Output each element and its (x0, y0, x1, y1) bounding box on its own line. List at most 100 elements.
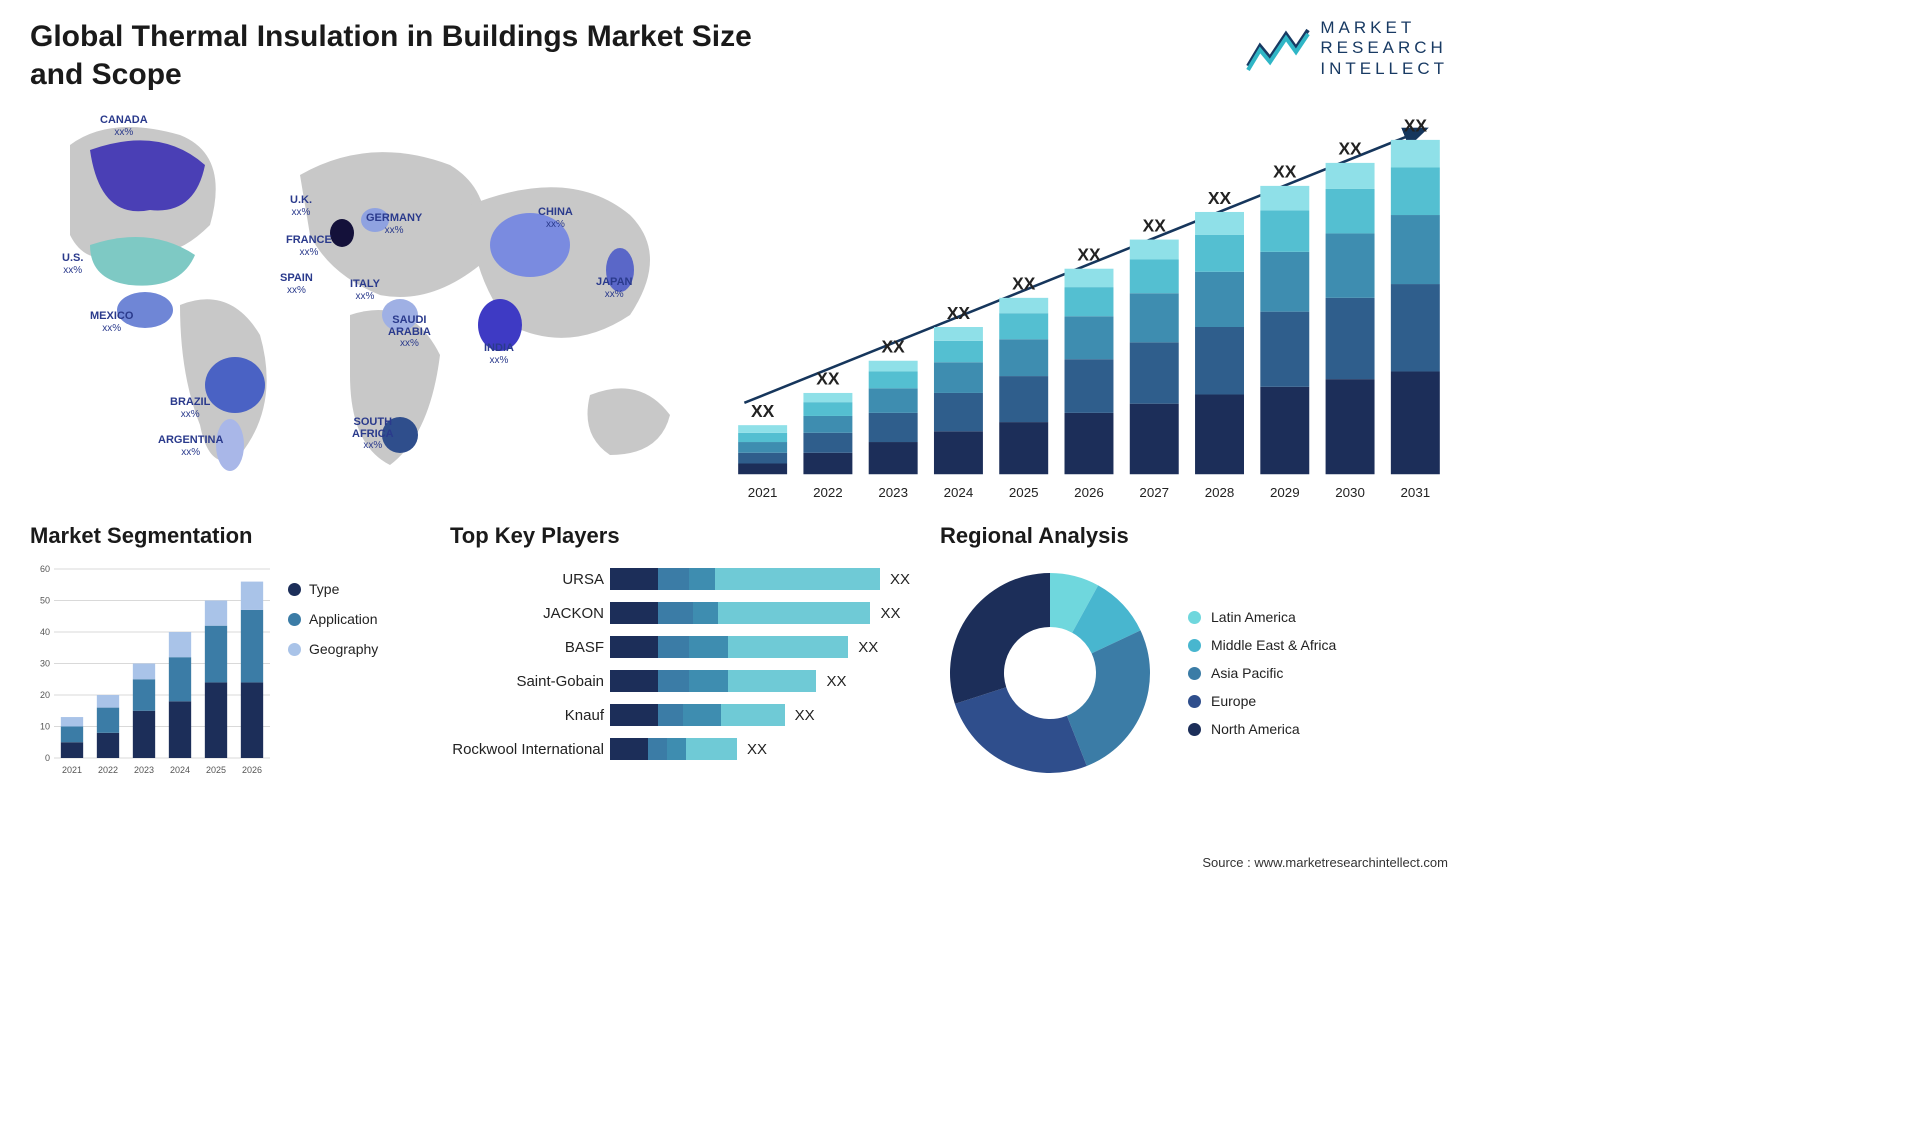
legend-item: Europe (1188, 693, 1336, 709)
svg-text:XX: XX (1273, 162, 1297, 182)
regional-legend: Latin America Middle East & Africa Asia Pa… (1188, 609, 1336, 737)
page-title: Global Thermal Insulation in Buildings M… (30, 18, 790, 93)
legend-item: Asia Pacific (1188, 665, 1336, 681)
player-name: Saint-Gobain (450, 673, 610, 690)
map-label: INDIAxx% (484, 343, 514, 366)
map-label: SAUDIARABIAxx% (388, 315, 431, 350)
svg-text:2030: 2030 (1335, 485, 1365, 500)
player-row: JACKON XX (450, 597, 920, 629)
svg-text:2024: 2024 (944, 485, 974, 500)
player-name: URSA (450, 571, 610, 588)
svg-text:XX: XX (1143, 215, 1167, 235)
regional-title: Regional Analysis (940, 523, 1448, 549)
svg-text:60: 60 (40, 564, 50, 574)
player-value: XX (747, 741, 767, 758)
svg-text:0: 0 (45, 753, 50, 763)
segmentation-panel: Market Segmentation 0 10 20 30 40 50 60 2021 202… (30, 523, 430, 783)
logo-text-3: INTELLECT (1320, 59, 1448, 79)
key-players-panel: Top Key Players URSAXXJACKONXXBASFXXSain… (450, 523, 920, 783)
svg-text:XX: XX (882, 337, 906, 357)
player-name: Knauf (450, 707, 610, 724)
player-value: XX (826, 673, 846, 690)
map-label: MEXICOxx% (90, 311, 133, 334)
player-row: Rockwool International XX (450, 733, 920, 765)
regional-analysis-panel: Regional Analysis Latin America Middle Ea… (940, 523, 1448, 783)
brand-logo-icon (1246, 26, 1310, 72)
svg-text:2024: 2024 (170, 765, 190, 775)
svg-text:2026: 2026 (242, 765, 262, 775)
svg-text:2031: 2031 (1401, 485, 1431, 500)
player-name: JACKON (450, 605, 610, 622)
legend-item: Middle East & Africa (1188, 637, 1336, 653)
svg-text:40: 40 (40, 627, 50, 637)
legend-item: Application (288, 611, 378, 627)
map-label: FRANCExx% (286, 235, 332, 258)
svg-text:2023: 2023 (134, 765, 154, 775)
legend-item: Latin America (1188, 609, 1336, 625)
key-players-title: Top Key Players (450, 523, 920, 549)
svg-text:2029: 2029 (1270, 485, 1300, 500)
map-label: U.K.xx% (290, 195, 312, 218)
player-row: URSA XX (450, 563, 920, 595)
svg-text:2026: 2026 (1074, 485, 1104, 500)
world-map-panel: CANADAxx% U.S.xx% MEXICOxx% BRAZILxx% ARGENT… (30, 105, 700, 495)
svg-text:2028: 2028 (1205, 485, 1235, 500)
svg-text:2021: 2021 (748, 485, 778, 500)
map-label: SPAINxx% (280, 273, 313, 296)
market-growth-chart: XX2021XX2022XX2023XX2024XX2025XX2026XX20… (730, 105, 1448, 495)
legend-item: Type (288, 581, 378, 597)
growth-chart-svg: XX2021XX2022XX2023XX2024XX2025XX2026XX20… (730, 105, 1448, 505)
player-bar (610, 738, 737, 760)
segmentation-legend: Type Application Geography (288, 563, 378, 778)
player-bar (610, 568, 880, 590)
player-value: XX (858, 639, 878, 656)
player-name: BASF (450, 639, 610, 656)
regional-donut-chart (940, 563, 1160, 783)
map-label: ITALYxx% (350, 279, 380, 302)
svg-text:XX: XX (1077, 245, 1101, 265)
svg-text:XX: XX (1208, 188, 1232, 208)
map-label: JAPANxx% (596, 277, 632, 300)
brand-logo: MARKET RESEARCH INTELLECT (1246, 18, 1448, 79)
player-name: Rockwool International (450, 741, 610, 758)
svg-text:2025: 2025 (206, 765, 226, 775)
svg-text:20: 20 (40, 690, 50, 700)
player-value: XX (795, 707, 815, 724)
logo-text-2: RESEARCH (1320, 38, 1448, 58)
source-citation: Source : www.marketresearchintellect.com (1202, 855, 1448, 870)
map-label: CANADAxx% (100, 115, 148, 138)
map-label: SOUTHAFRICAxx% (352, 417, 394, 452)
svg-text:50: 50 (40, 596, 50, 606)
player-bar (610, 670, 816, 692)
player-bar (610, 704, 785, 726)
logo-text-1: MARKET (1320, 18, 1448, 38)
key-players-chart: URSA XX JACKON XX BASF XX Saint-Gobain XX Knauf X… (450, 563, 920, 765)
map-label: U.S.xx% (62, 253, 83, 276)
map-label: GERMANYxx% (366, 213, 422, 236)
player-row: Saint-Gobain XX (450, 665, 920, 697)
player-bar (610, 636, 848, 658)
svg-text:10: 10 (40, 722, 50, 732)
player-row: BASF XX (450, 631, 920, 663)
player-bar (610, 602, 870, 624)
svg-text:XX: XX (1338, 139, 1362, 159)
player-value: XX (880, 605, 900, 622)
segmentation-chart-svg: 0 10 20 30 40 50 60 2021 2022 2023 2024 2025 2026 (30, 563, 270, 778)
svg-text:XX: XX (1404, 116, 1428, 136)
player-value: XX (890, 571, 910, 588)
legend-item: Geography (288, 641, 378, 657)
segmentation-title: Market Segmentation (30, 523, 430, 549)
map-label: CHINAxx% (538, 207, 573, 230)
svg-text:XX: XX (947, 303, 971, 323)
svg-text:XX: XX (816, 369, 840, 389)
svg-text:2023: 2023 (878, 485, 908, 500)
player-row: Knauf XX (450, 699, 920, 731)
svg-text:2021: 2021 (62, 765, 82, 775)
svg-text:XX: XX (751, 401, 775, 421)
svg-text:2022: 2022 (98, 765, 118, 775)
map-label: BRAZILxx% (170, 397, 210, 420)
svg-text:30: 30 (40, 659, 50, 669)
map-label: ARGENTINAxx% (158, 435, 223, 458)
svg-text:XX: XX (1012, 274, 1036, 294)
svg-text:2027: 2027 (1139, 485, 1169, 500)
